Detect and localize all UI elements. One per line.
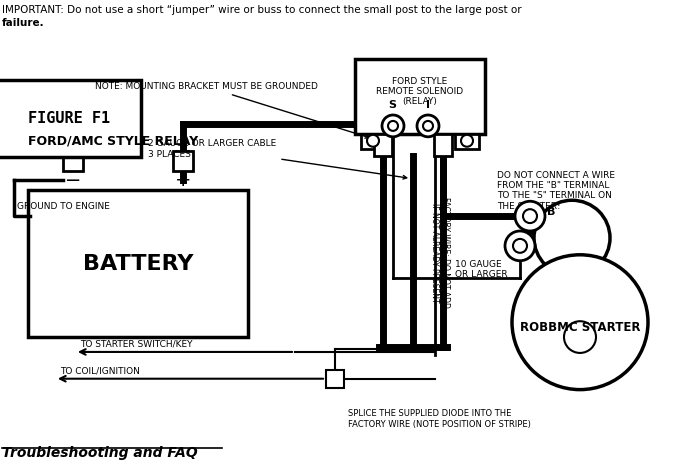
Bar bbox=[173, 150, 193, 170]
Text: I: I bbox=[426, 100, 430, 110]
Bar bbox=[455, 134, 479, 149]
Text: IMPORTANT: Do not use a short “jumper” wire or buss to connect the small post to: IMPORTANT: Do not use a short “jumper” w… bbox=[2, 5, 522, 15]
Circle shape bbox=[515, 201, 545, 231]
Circle shape bbox=[382, 115, 404, 137]
Text: BATTERY: BATTERY bbox=[83, 254, 193, 274]
Text: (RELAY): (RELAY) bbox=[402, 97, 438, 106]
Text: FIGURE F1: FIGURE F1 bbox=[28, 111, 110, 126]
Circle shape bbox=[564, 321, 596, 353]
Circle shape bbox=[534, 200, 610, 275]
Text: FACTORY WIRE; DO NOT ADD
IF NOT ALREADY PRESENT: FACTORY WIRE; DO NOT ADD IF NOT ALREADY … bbox=[430, 197, 449, 308]
Circle shape bbox=[523, 209, 537, 223]
Text: TO COIL/IGNITION: TO COIL/IGNITION bbox=[60, 367, 140, 376]
Text: GROUND TO ENGINE: GROUND TO ENGINE bbox=[17, 202, 110, 211]
Text: −: − bbox=[65, 171, 81, 190]
Text: failure.: failure. bbox=[2, 18, 45, 28]
Bar bbox=[63, 150, 83, 170]
Text: +: + bbox=[175, 171, 191, 190]
Circle shape bbox=[417, 115, 439, 137]
Circle shape bbox=[461, 135, 473, 147]
Text: B: B bbox=[547, 207, 555, 217]
Text: SPLICE THE SUPPLIED DIODE INTO THE
FACTORY WIRE (NOTE POSITION OF STRIPE): SPLICE THE SUPPLIED DIODE INTO THE FACTO… bbox=[348, 409, 531, 429]
Bar bbox=[374, 134, 392, 156]
Circle shape bbox=[367, 135, 379, 147]
Bar bbox=[361, 134, 385, 149]
Bar bbox=[326, 370, 344, 388]
Text: FORD/AMC STYLE RELAY: FORD/AMC STYLE RELAY bbox=[28, 135, 198, 148]
Circle shape bbox=[513, 239, 527, 253]
Text: NOTE: MOUNTING BRACKET MUST BE GROUNDED: NOTE: MOUNTING BRACKET MUST BE GROUNDED bbox=[95, 82, 369, 138]
Circle shape bbox=[423, 121, 433, 131]
Text: TO STARTER SWITCH/KEY: TO STARTER SWITCH/KEY bbox=[80, 340, 192, 349]
Circle shape bbox=[505, 231, 535, 261]
Text: Troubleshooting and FAQ: Troubleshooting and FAQ bbox=[2, 446, 197, 460]
Text: DO NOT CONNECT A WIRE
FROM THE "B" TERMINAL
TO THE "S" TERMINAL ON
THE STARTER!: DO NOT CONNECT A WIRE FROM THE "B" TERMI… bbox=[497, 170, 615, 211]
Bar bbox=[434, 134, 452, 156]
Text: S: S bbox=[512, 241, 520, 251]
Text: 10 GAUGE
OR LARGER: 10 GAUGE OR LARGER bbox=[455, 260, 508, 279]
Bar bbox=[28, 190, 248, 337]
Text: S: S bbox=[388, 100, 396, 110]
Circle shape bbox=[388, 121, 398, 131]
Text: ROBBMC STARTER: ROBBMC STARTER bbox=[519, 321, 640, 334]
Circle shape bbox=[512, 255, 648, 389]
Bar bbox=[355, 59, 485, 134]
Text: REMOTE SOLENOID: REMOTE SOLENOID bbox=[377, 87, 463, 96]
Text: 2 GAUGE OR LARGER CABLE
3 PLACES: 2 GAUGE OR LARGER CABLE 3 PLACES bbox=[148, 139, 407, 179]
Text: FORD STYLE: FORD STYLE bbox=[393, 77, 447, 86]
